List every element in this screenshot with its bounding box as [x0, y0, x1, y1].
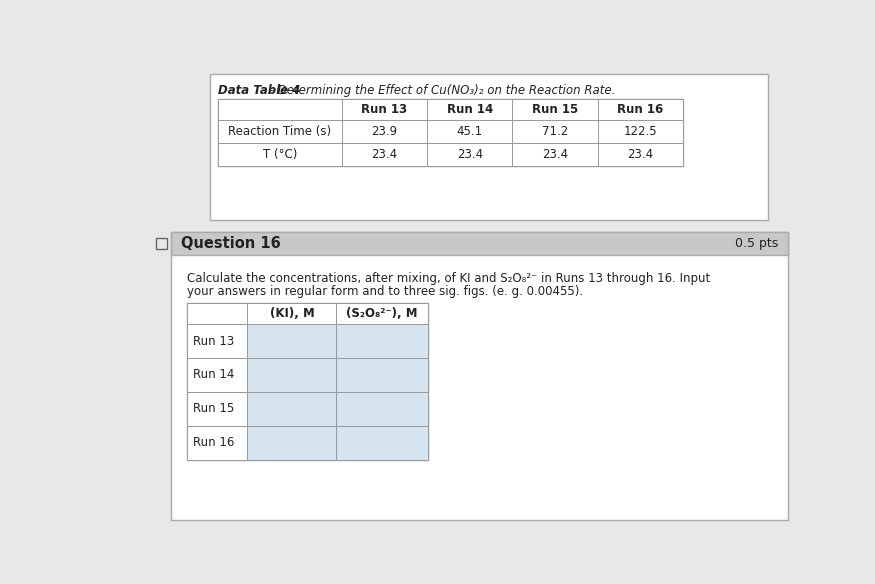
Bar: [248, 324, 337, 358]
Bar: [187, 303, 428, 460]
Bar: [337, 392, 428, 426]
Bar: [598, 99, 682, 120]
Bar: [187, 392, 248, 426]
Bar: [337, 426, 428, 460]
Bar: [337, 358, 428, 392]
Bar: [248, 358, 337, 392]
Text: - Determining the Effect of Cu(NO₃)₂ on the Reaction Rate.: - Determining the Effect of Cu(NO₃)₂ on …: [266, 84, 615, 97]
Text: Run 16: Run 16: [617, 103, 663, 116]
Text: your answers in regular form and to three sig. figs. (e. g. 0.00455).: your answers in regular form and to thre…: [187, 285, 583, 298]
Text: (S₂O₈²⁻), M: (S₂O₈²⁻), M: [346, 307, 418, 320]
Bar: [248, 303, 337, 324]
Text: (KI), M: (KI), M: [270, 307, 314, 320]
Text: 0.5 pts: 0.5 pts: [735, 237, 778, 250]
Text: 122.5: 122.5: [623, 125, 657, 138]
Text: Calculate the concentrations, after mixing, of KI and S₂O₈²⁻ in Runs 13 through : Calculate the concentrations, after mixi…: [187, 272, 711, 285]
Text: 23.4: 23.4: [627, 148, 654, 161]
Bar: [342, 99, 427, 120]
Bar: [337, 324, 428, 358]
Text: 23.4: 23.4: [457, 148, 483, 161]
Bar: [218, 120, 342, 143]
Bar: [156, 238, 167, 249]
Bar: [598, 120, 682, 143]
Bar: [187, 426, 248, 460]
Text: Question 16: Question 16: [180, 236, 280, 251]
Bar: [598, 143, 682, 166]
Text: Run 15: Run 15: [193, 402, 234, 415]
Bar: [427, 99, 513, 120]
Bar: [513, 99, 598, 120]
Text: Reaction Time (s): Reaction Time (s): [228, 125, 332, 138]
Text: Data Table 4: Data Table 4: [218, 84, 300, 97]
Bar: [513, 120, 598, 143]
Bar: [337, 303, 428, 324]
Bar: [172, 232, 788, 520]
Bar: [187, 303, 248, 324]
Bar: [187, 324, 248, 358]
Bar: [218, 143, 342, 166]
Bar: [427, 143, 513, 166]
Bar: [513, 143, 598, 166]
Bar: [248, 392, 337, 426]
Bar: [248, 426, 337, 460]
Bar: [342, 143, 427, 166]
Text: 23.4: 23.4: [542, 148, 568, 161]
Text: 71.2: 71.2: [542, 125, 568, 138]
Text: 45.1: 45.1: [457, 125, 483, 138]
Text: Run 14: Run 14: [446, 103, 493, 116]
Text: T (°C): T (°C): [262, 148, 298, 161]
Bar: [218, 99, 342, 120]
Text: Run 15: Run 15: [532, 103, 578, 116]
Bar: [342, 120, 427, 143]
Bar: [210, 74, 768, 220]
Bar: [187, 358, 248, 392]
Text: Run 13: Run 13: [361, 103, 408, 116]
Text: 23.9: 23.9: [372, 125, 397, 138]
Bar: [172, 232, 788, 255]
Text: 23.4: 23.4: [372, 148, 397, 161]
Text: Run 14: Run 14: [193, 369, 234, 381]
Bar: [427, 120, 513, 143]
Text: Run 13: Run 13: [193, 335, 234, 347]
Bar: [218, 99, 682, 166]
Text: Run 16: Run 16: [193, 436, 234, 449]
